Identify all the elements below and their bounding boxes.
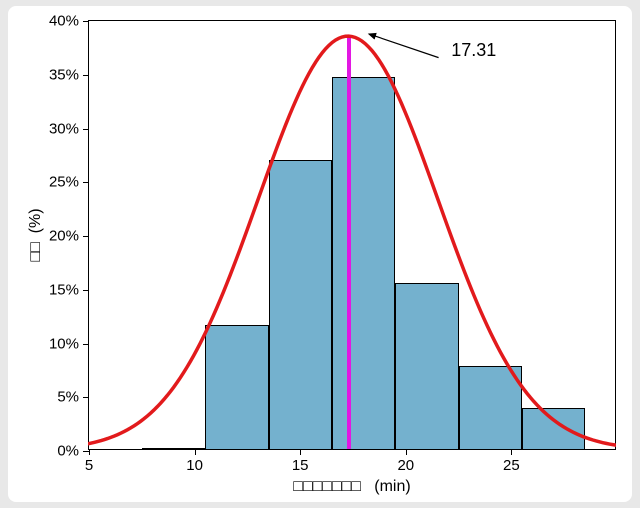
mean-line (347, 35, 351, 449)
ytick (83, 397, 89, 398)
histogram-bar (459, 366, 522, 449)
xtick (406, 449, 407, 455)
ytick (83, 290, 89, 291)
ytick-label: 10% (49, 335, 79, 352)
ytick-label: 30% (49, 120, 79, 137)
xtick-label: 15 (292, 457, 309, 474)
ytick-label: 5% (57, 389, 79, 406)
xtick (195, 449, 196, 455)
histogram-bar (522, 408, 585, 449)
ytick (83, 236, 89, 237)
mean-annotation: 17.31 (451, 40, 496, 61)
histogram-bar (332, 77, 395, 449)
xtick-label: 20 (397, 457, 414, 474)
xtick-label: 25 (503, 457, 520, 474)
ytick (83, 21, 89, 22)
histogram-bar (205, 325, 268, 449)
ytick-label: 35% (49, 66, 79, 83)
ytick-label: 15% (49, 281, 79, 298)
y-axis-label: □□ (%) (27, 208, 45, 261)
histogram-bar (269, 160, 332, 449)
xtick-label: 10 (186, 457, 203, 474)
chart-frame: 0%5%10%15%20%25%30%35%40%510152025 □□ (%… (8, 6, 632, 502)
ytick (83, 344, 89, 345)
xtick (511, 449, 512, 455)
xtick (300, 449, 301, 455)
histogram-bar (395, 283, 458, 449)
ytick-label: 25% (49, 174, 79, 191)
ytick-label: 40% (49, 13, 79, 30)
plot-area: 0%5%10%15%20%25%30%35%40%510152025 (88, 20, 616, 450)
histogram-bar (142, 448, 205, 449)
ytick (83, 75, 89, 76)
x-axis-label: □□□□□□□ (min) (293, 478, 410, 496)
ytick (83, 129, 89, 130)
ytick (83, 182, 89, 183)
ytick-label: 0% (57, 443, 79, 460)
xtick (89, 449, 90, 455)
xtick-label: 5 (85, 457, 93, 474)
ytick-label: 20% (49, 228, 79, 245)
